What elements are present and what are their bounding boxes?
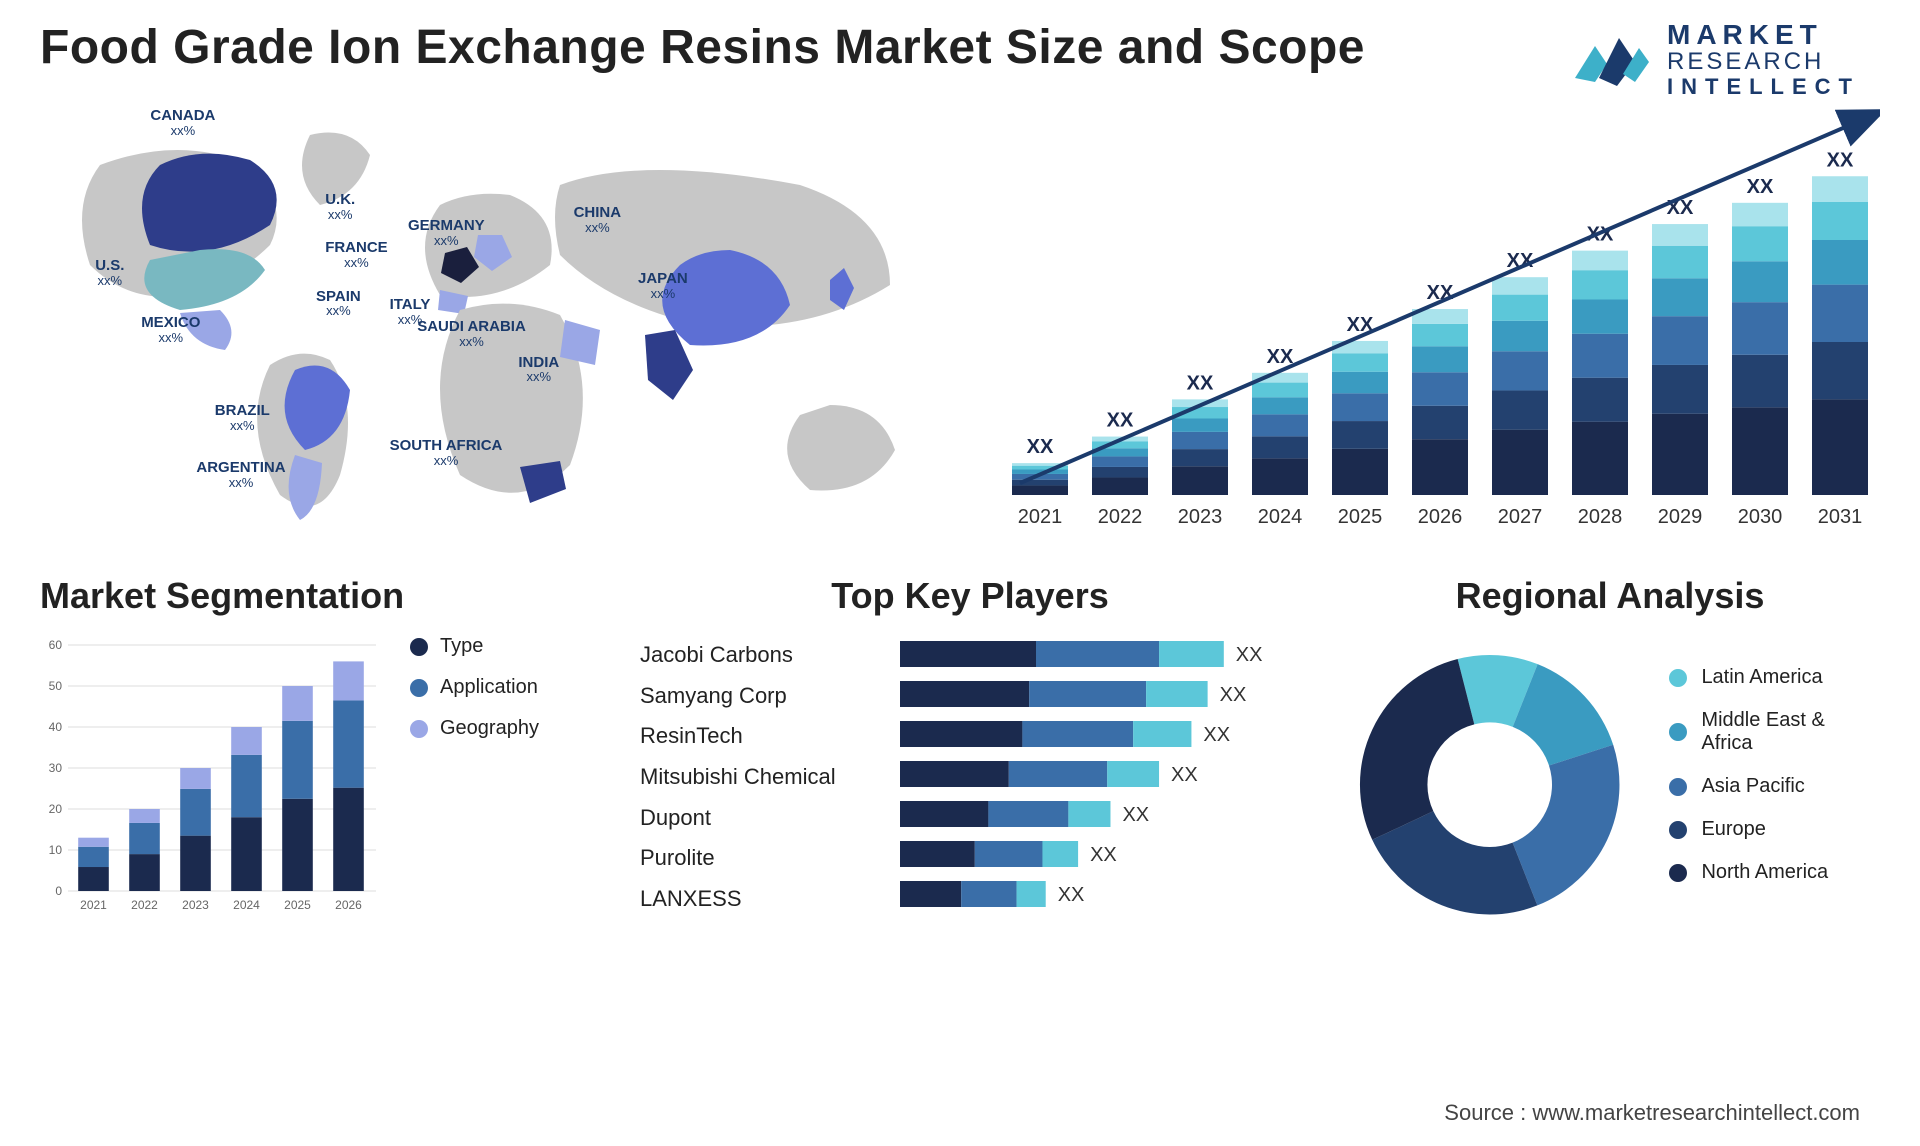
regional-panel: Regional Analysis Latin America Middle Ea…: [1340, 575, 1880, 935]
players-panel: Top Key Players Jacobi CarbonsSamyang Co…: [640, 575, 1300, 935]
svg-text:40: 40: [49, 720, 63, 734]
map-label: SAUDI ARABIAxx%: [417, 319, 526, 348]
svg-text:2028: 2028: [1578, 506, 1623, 528]
brand-logo: MARKET RESEARCH INTELLECT: [1569, 20, 1860, 98]
svg-text:2023: 2023: [182, 898, 209, 912]
map-label: INDIAxx%: [518, 355, 559, 384]
legend-item: Type: [410, 635, 539, 658]
legend-label: Middle East & Africa: [1701, 709, 1880, 755]
regional-legend: Latin America Middle East & Africa Asia Pa…: [1669, 666, 1880, 904]
svg-text:XX: XX: [1236, 644, 1263, 666]
player-name: LANXESS: [640, 879, 880, 920]
legend-label: Geography: [440, 717, 539, 740]
map-label: CANADAxx%: [150, 108, 215, 137]
svg-text:2024: 2024: [1258, 506, 1303, 528]
legend-item: Europe: [1669, 818, 1880, 841]
players-title: Top Key Players: [640, 575, 1300, 617]
map-label: U.K.xx%: [325, 192, 355, 221]
svg-text:30: 30: [49, 761, 63, 775]
svg-text:2030: 2030: [1738, 506, 1783, 528]
svg-text:XX: XX: [1107, 410, 1134, 432]
svg-text:60: 60: [49, 638, 63, 652]
map-label: ARGENTINAxx%: [196, 460, 285, 489]
svg-text:2027: 2027: [1498, 506, 1543, 528]
legend-swatch: [410, 679, 428, 697]
svg-text:2022: 2022: [131, 898, 158, 912]
legend-swatch: [410, 638, 428, 656]
svg-text:20: 20: [49, 802, 63, 816]
logo-line1: MARKET: [1667, 20, 1860, 49]
logo-icon: [1569, 24, 1653, 94]
segmentation-title: Market Segmentation: [40, 575, 600, 617]
legend-label: Asia Pacific: [1701, 775, 1804, 798]
main-bar-chart: XX2021XX2022XX2023XX2024XX2025XX2026XX20…: [1000, 95, 1880, 535]
map-label: BRAZILxx%: [215, 403, 270, 432]
svg-text:XX: XX: [1171, 764, 1198, 786]
svg-text:XX: XX: [1827, 149, 1854, 171]
source-text: Source : www.marketresearchintellect.com: [1444, 1100, 1860, 1126]
legend-swatch: [410, 720, 428, 738]
svg-text:XX: XX: [1090, 844, 1117, 866]
svg-text:XX: XX: [1027, 436, 1054, 458]
legend-swatch: [1669, 864, 1687, 882]
legend-swatch: [1669, 821, 1687, 839]
svg-text:2025: 2025: [284, 898, 311, 912]
svg-text:2025: 2025: [1338, 506, 1383, 528]
svg-text:2021: 2021: [1018, 506, 1063, 528]
legend-item: Geography: [410, 717, 539, 740]
world-map: CANADAxx% U.S.xx% MEXICOxx% BRAZILxx% ARGENT…: [40, 95, 960, 535]
player-name: Samyang Corp: [640, 676, 880, 717]
svg-text:2026: 2026: [335, 898, 362, 912]
legend-label: Latin America: [1701, 666, 1822, 689]
legend-label: Europe: [1701, 818, 1766, 841]
svg-text:2024: 2024: [233, 898, 260, 912]
svg-text:10: 10: [49, 843, 63, 857]
legend-item: Asia Pacific: [1669, 775, 1880, 798]
regional-title: Regional Analysis: [1340, 575, 1880, 617]
legend-swatch: [1669, 723, 1687, 741]
map-label: SOUTH AFRICAxx%: [390, 438, 503, 467]
svg-text:50: 50: [49, 679, 63, 693]
map-label: GERMANYxx%: [408, 218, 485, 247]
map-label: JAPANxx%: [638, 271, 688, 300]
svg-text:XX: XX: [1058, 884, 1085, 906]
svg-text:2023: 2023: [1178, 506, 1223, 528]
map-label: FRANCExx%: [325, 240, 388, 269]
legend-swatch: [1669, 778, 1687, 796]
player-name: Mitsubishi Chemical: [640, 757, 880, 798]
svg-text:XX: XX: [1122, 804, 1149, 826]
players-names: Jacobi CarbonsSamyang CorpResinTechMitsu…: [640, 635, 880, 920]
map-label: CHINAxx%: [574, 205, 622, 234]
legend-item: North America: [1669, 861, 1880, 884]
player-name: Jacobi Carbons: [640, 635, 880, 676]
logo-line2: RESEARCH: [1667, 49, 1860, 74]
legend-label: North America: [1701, 861, 1828, 884]
svg-text:2029: 2029: [1658, 506, 1703, 528]
svg-text:XX: XX: [1203, 724, 1230, 746]
svg-text:2021: 2021: [80, 898, 107, 912]
legend-item: Latin America: [1669, 666, 1880, 689]
legend-swatch: [1669, 669, 1687, 687]
player-name: Purolite: [640, 838, 880, 879]
segmentation-panel: Market Segmentation 0 10 20 30 40 50 60 2021 202…: [40, 575, 600, 935]
map-label: MEXICOxx%: [141, 315, 200, 344]
svg-text:2022: 2022: [1098, 506, 1143, 528]
legend-item: Application: [410, 676, 539, 699]
legend-label: Type: [440, 635, 483, 658]
svg-text:XX: XX: [1187, 372, 1214, 394]
legend-label: Application: [440, 676, 538, 699]
svg-text:XX: XX: [1220, 684, 1247, 706]
player-name: Dupont: [640, 798, 880, 839]
legend-item: Middle East & Africa: [1669, 709, 1880, 755]
svg-text:2026: 2026: [1418, 506, 1463, 528]
map-label: U.S.xx%: [95, 258, 124, 287]
svg-text:0: 0: [55, 884, 62, 898]
map-label: SPAINxx%: [316, 289, 361, 318]
svg-text:XX: XX: [1747, 176, 1774, 198]
player-name: ResinTech: [640, 716, 880, 757]
segmentation-legend: Type Application Geography: [410, 635, 539, 915]
svg-text:2031: 2031: [1818, 506, 1863, 528]
